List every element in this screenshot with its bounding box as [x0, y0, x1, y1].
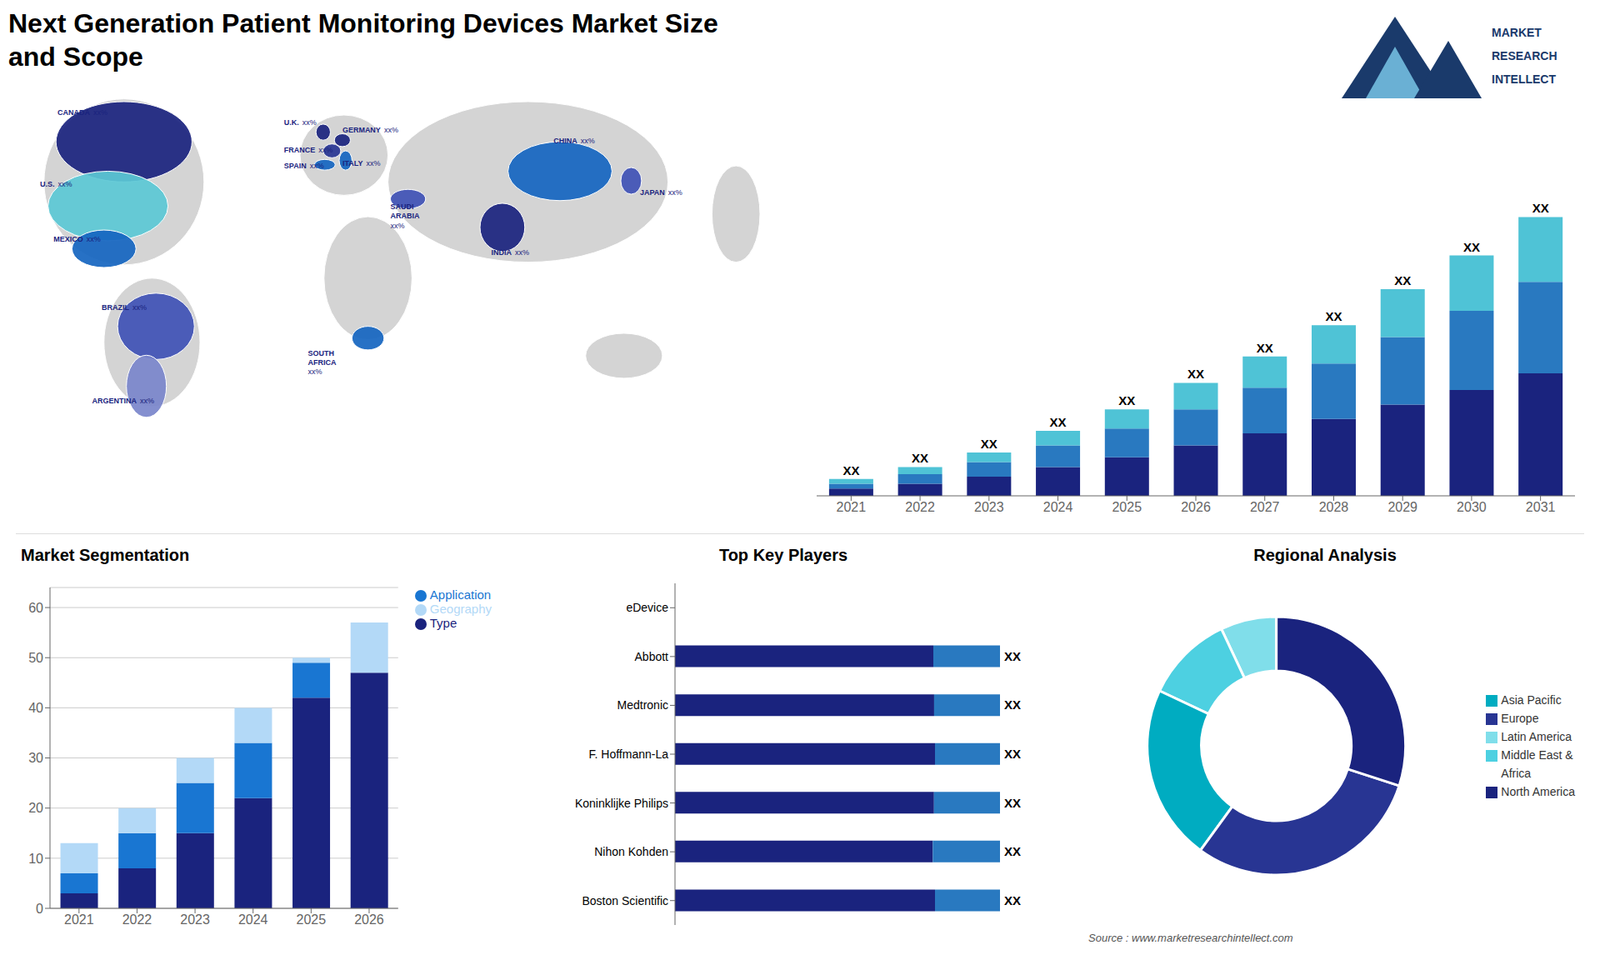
svg-text:XX: XX — [1050, 415, 1067, 430]
svg-text:2030: 2030 — [1456, 500, 1487, 515]
svg-text:2022: 2022 — [905, 500, 935, 515]
svg-text:XX: XX — [1004, 795, 1021, 810]
svg-text:Nihon Kohden: Nihon Kohden — [594, 845, 669, 859]
svg-text:RESEARCH: RESEARCH — [1491, 49, 1558, 63]
svg-text:XX: XX — [1004, 746, 1021, 761]
svg-text:INDIAxx%: INDIAxx% — [490, 248, 530, 257]
svg-text:2023: 2023 — [974, 500, 1005, 515]
html-text:Europe: Europe — [1501, 711, 1539, 725]
svg-text:2027: 2027 — [1250, 500, 1280, 515]
html-text:Next Generation Patient Monito: Next Generation Patient Monitoring Devic… — [8, 8, 719, 72]
svg-text:JAPANxx%: JAPANxx% — [640, 188, 683, 197]
svg-text:60: 60 — [28, 600, 44, 615]
svg-text:INTELLECT: INTELLECT — [1491, 72, 1556, 86]
svg-text:xx%: xx% — [390, 221, 405, 230]
svg-text:XX: XX — [980, 436, 998, 451]
svg-text:2028: 2028 — [1319, 500, 1350, 515]
svg-text:XX: XX — [1463, 240, 1480, 255]
svg-text:30: 30 — [28, 750, 44, 765]
html-text:Geography: Geography — [429, 601, 492, 616]
svg-text:MEXICOxx%: MEXICOxx% — [53, 235, 101, 244]
svg-text:2021: 2021 — [836, 500, 867, 515]
svg-text:ITALYxx%: ITALYxx% — [342, 159, 381, 168]
svg-text:2031: 2031 — [1525, 500, 1556, 515]
svg-text:20: 20 — [28, 800, 44, 815]
svg-text:2021: 2021 — [64, 912, 95, 927]
svg-text:2024: 2024 — [238, 912, 269, 927]
svg-text:GERMANYxx%: GERMANYxx% — [342, 125, 399, 135]
svg-text:40: 40 — [28, 700, 44, 715]
svg-text:Medtronic: Medtronic — [617, 698, 669, 712]
svg-text:2029: 2029 — [1387, 500, 1418, 515]
svg-text:XX: XX — [1532, 200, 1550, 215]
svg-text:SOUTHAFRICA: SOUTHAFRICA — [308, 349, 337, 367]
html-text:North America: North America — [1501, 785, 1575, 799]
svg-text:2024: 2024 — [1043, 500, 1074, 515]
svg-text:XX: XX — [842, 463, 860, 478]
svg-text:2023: 2023 — [180, 912, 210, 927]
svg-text:0: 0 — [35, 901, 44, 916]
html-text:Type: Type — [429, 615, 457, 631]
svg-text:U.K.xx%: U.K.xx% — [284, 119, 317, 128]
html-text:Asia Pacific: Asia Pacific — [1501, 693, 1562, 707]
svg-text:2026: 2026 — [1180, 500, 1211, 515]
svg-text:FRANCExx%: FRANCExx% — [284, 145, 334, 155]
svg-text:U.S.xx%: U.S.xx% — [40, 180, 73, 190]
html-text:Latin America: Latin America — [1501, 730, 1572, 744]
html-text:Top Key Players: Top Key Players — [719, 545, 848, 565]
svg-text:50: 50 — [28, 650, 44, 665]
svg-text:2025: 2025 — [1111, 500, 1142, 515]
svg-text:BRAZILxx%: BRAZILxx% — [101, 303, 147, 312]
svg-text:2025: 2025 — [296, 912, 327, 927]
html-text:Source : www.marketresearchint: Source : www.marketresearchintellect.com — [1088, 931, 1294, 945]
svg-text:XX: XX — [1004, 844, 1021, 859]
svg-text:MARKET: MARKET — [1491, 25, 1542, 40]
svg-text:Abbott: Abbott — [635, 650, 670, 664]
svg-text:CHINAxx%: CHINAxx% — [553, 136, 595, 145]
svg-text:Koninklijke Philips: Koninklijke Philips — [575, 796, 669, 810]
svg-text:XX: XX — [1256, 340, 1274, 355]
svg-text:XX: XX — [1187, 366, 1205, 381]
html-text:Regional Analysis: Regional Analysis — [1253, 545, 1397, 565]
svg-text:SPAINxx%: SPAINxx% — [284, 161, 325, 170]
svg-text:XX: XX — [911, 450, 929, 465]
svg-text:xx%: xx% — [308, 367, 323, 376]
html-text:Application: Application — [429, 587, 491, 602]
svg-text:XX: XX — [1004, 893, 1021, 908]
svg-text:SAUDIARABIA: SAUDIARABIA — [390, 203, 420, 221]
svg-text:2026: 2026 — [354, 912, 385, 927]
svg-text:XX: XX — [1118, 393, 1135, 408]
svg-text:Boston Scientific: Boston Scientific — [582, 894, 670, 908]
svg-text:F. Hoffmann-La: F. Hoffmann-La — [589, 747, 670, 761]
svg-text:10: 10 — [28, 851, 44, 866]
svg-text:XX: XX — [1004, 697, 1021, 712]
html-text:Middle East & Africa: Middle East & Africa — [1501, 748, 1574, 780]
svg-text:2022: 2022 — [122, 912, 153, 927]
svg-text:CANADAxx%: CANADAxx% — [57, 108, 108, 117]
svg-text:XX: XX — [1394, 273, 1411, 288]
svg-text:XX: XX — [1004, 649, 1021, 664]
html-text:Market Segmentation: Market Segmentation — [20, 545, 190, 565]
svg-text:XX: XX — [1325, 309, 1342, 324]
svg-text:eDevice: eDevice — [625, 600, 669, 615]
svg-text:ARGENTINAxx%: ARGENTINAxx% — [91, 397, 155, 406]
